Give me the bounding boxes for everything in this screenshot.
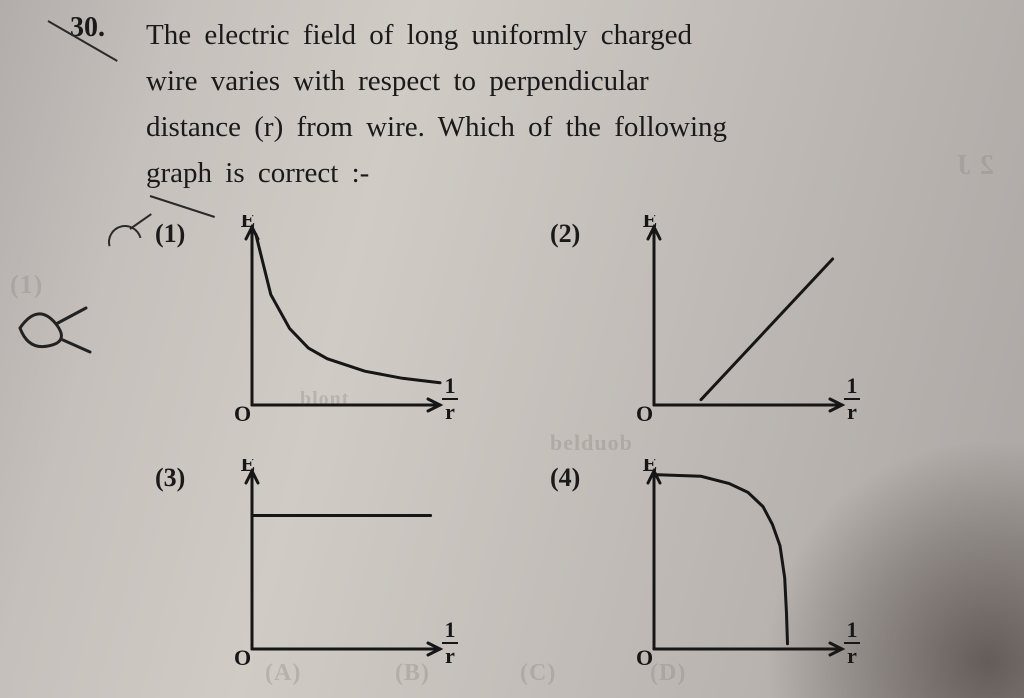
svg-text:r: r xyxy=(847,399,857,424)
svg-text:1: 1 xyxy=(445,373,456,398)
question-line: wire varies with respect to perpendicula… xyxy=(146,65,649,97)
svg-text:O: O xyxy=(234,401,251,426)
question-line: distance (r) from wire. Which of the fol… xyxy=(146,111,727,143)
option-label: (4) xyxy=(550,463,580,493)
question-line: The electric field of long uniformly cha… xyxy=(146,19,692,51)
pen-strike-icon xyxy=(150,195,215,218)
question-line: graph is correct :- xyxy=(146,157,369,189)
page: (1) 2 J belduob blont (A) (B) (C) (D) 30… xyxy=(0,0,1024,698)
question-number: 30. xyxy=(70,12,105,44)
option-graph: E O 1 r xyxy=(612,215,862,435)
question-text: The electric field of long uniformly cha… xyxy=(146,12,984,196)
option-graph: E O 1 r xyxy=(210,459,460,679)
question-block: 30. The electric field of long uniformly… xyxy=(70,12,984,196)
option-graph: E O 1 r xyxy=(210,215,460,435)
option-label: (3) xyxy=(155,463,185,493)
svg-text:O: O xyxy=(636,645,653,670)
option-label: (1) xyxy=(155,219,185,249)
svg-text:r: r xyxy=(445,643,455,668)
pen-scribble-icon xyxy=(129,213,151,230)
svg-text:1: 1 xyxy=(445,617,456,642)
ghost-text: (C) xyxy=(520,660,556,687)
pen-scribble-icon xyxy=(102,219,148,265)
svg-text:E: E xyxy=(643,215,658,232)
photo-shadow xyxy=(764,438,1024,698)
svg-text:E: E xyxy=(643,459,658,476)
svg-text:E: E xyxy=(241,459,256,476)
svg-text:1: 1 xyxy=(847,373,858,398)
svg-text:O: O xyxy=(636,401,653,426)
pen-scribble-icon xyxy=(8,300,98,360)
svg-text:E: E xyxy=(241,215,256,232)
ghost-text: (1) xyxy=(10,270,43,300)
svg-text:O: O xyxy=(234,645,251,670)
svg-text:r: r xyxy=(445,399,455,424)
option-label: (2) xyxy=(550,219,580,249)
